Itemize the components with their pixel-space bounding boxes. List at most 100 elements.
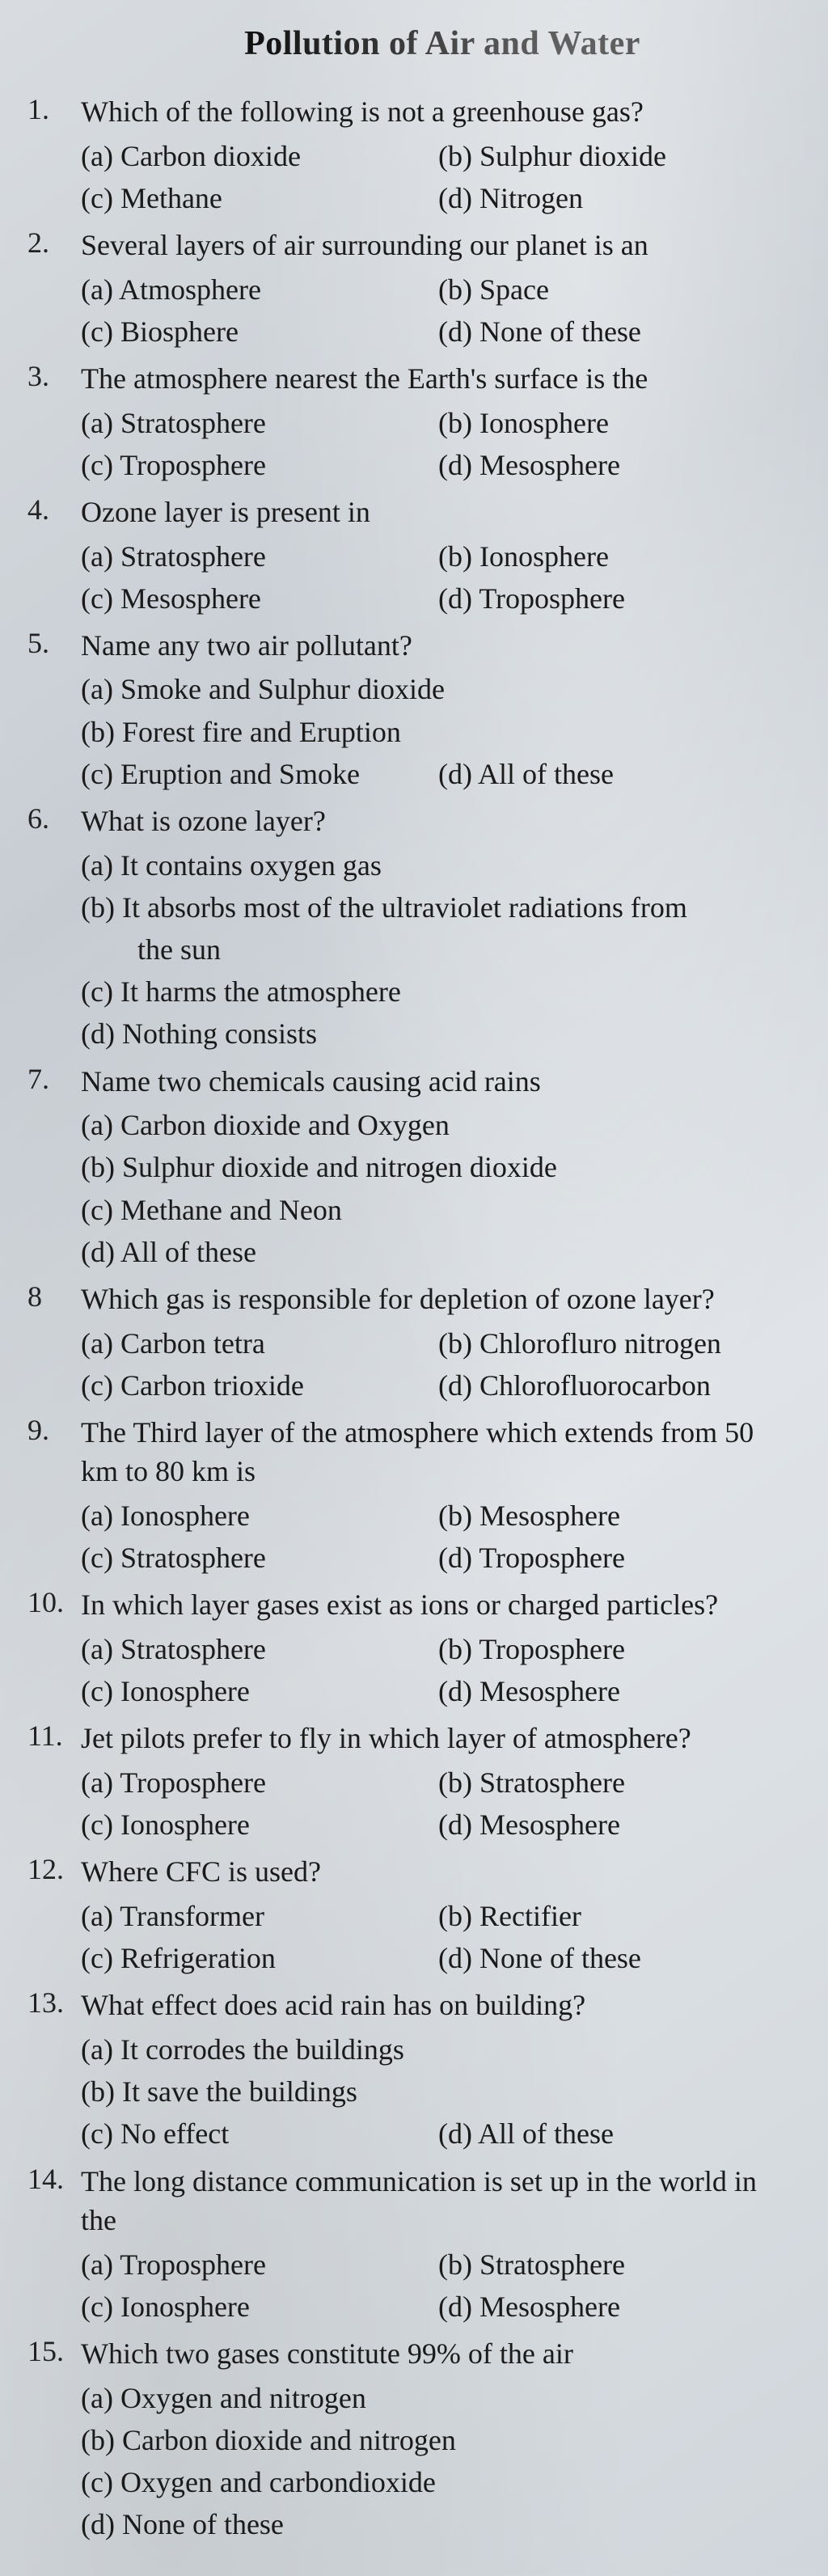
option-b: (b) Rectifier (438, 1895, 796, 1937)
option-d: (d) All of these (438, 2113, 796, 2155)
options: (a) Carbon dioxide(b) Sulphur dioxide(c)… (81, 135, 796, 219)
option-b: (b) Sulphur dioxide (438, 135, 796, 177)
question-text: Ozone layer is present in (81, 493, 796, 532)
options: (a) Carbon tetra(b) Chlorofluro nitrogen… (81, 1322, 796, 1406)
option-a: (a) Stratosphere (81, 535, 438, 577)
question-number: 11. (24, 1719, 81, 1753)
option-b: (b) It absorbs most of the ultraviolet r… (81, 886, 796, 928)
question-text: Several layers of air surrounding our pl… (81, 226, 796, 265)
options: (a) Troposphere(b) Stratosphere(c) Ionos… (81, 2244, 796, 2328)
question-number: 2. (24, 226, 81, 260)
option-b: (b) Mesosphere (438, 1495, 796, 1537)
question-number: 9. (24, 1413, 81, 1447)
option-b: (b) Forest fire and Eruption (81, 711, 796, 753)
option-b: (b) Stratosphere (438, 2244, 796, 2286)
question-number: 13. (24, 1986, 81, 2020)
question-number: 7. (24, 1062, 81, 1096)
question-block: 2.Several layers of air surrounding our … (24, 226, 796, 353)
option-b: (b) Carbon dioxide and nitrogen (81, 2419, 796, 2461)
question-text: Name two chemicals causing acid rains (81, 1062, 796, 1102)
option-b: (b) Space (438, 269, 796, 311)
option-a: (a) Stratosphere (81, 1628, 438, 1670)
question-block: 3.The atmosphere nearest the Earth's sur… (24, 359, 796, 486)
option-b-cont: the sun (81, 928, 796, 971)
options: (a) Smoke and Sulphur dioxide(b) Forest … (81, 668, 796, 795)
option-b: (b) Ionosphere (438, 535, 796, 577)
question-block: 6.What is ozone layer?(a) It contains ox… (24, 802, 796, 1055)
option-b: (b) It save the buildings (81, 2071, 796, 2113)
question-number: 5. (24, 626, 81, 660)
question-block: 10.In which layer gases exist as ions or… (24, 1585, 796, 1712)
option-d: (d) Nothing consists (81, 1013, 796, 1055)
option-d: (d) Nitrogen (438, 177, 796, 219)
question-block: 11.Jet pilots prefer to fly in which lay… (24, 1719, 796, 1846)
options: (a) Ionosphere(b) Mesosphere(c) Stratosp… (81, 1495, 796, 1579)
options: (a) Oxygen and nitrogen(b) Carbon dioxid… (81, 2377, 796, 2546)
options: (a) Carbon dioxide and Oxygen(b) Sulphur… (81, 1104, 796, 1273)
option-c: (c) Ionosphere (81, 2286, 438, 2328)
question-number: 3. (24, 359, 81, 393)
question-row: 10.In which layer gases exist as ions or… (24, 1585, 796, 1625)
options: (a) Stratosphere(b) Ionosphere(c) Tropos… (81, 402, 796, 486)
option-a: (a) Transformer (81, 1895, 438, 1937)
option-d: (d) Troposphere (438, 1537, 796, 1579)
question-row: 15.Which two gases constitute 99% of the… (24, 2334, 796, 2374)
question-row: 5.Name any two air pollutant? (24, 626, 796, 666)
question-number: 8 (24, 1280, 81, 1313)
question-block: 15.Which two gases constitute 99% of the… (24, 2334, 796, 2545)
question-number: 6. (24, 802, 81, 835)
option-a: (a) It contains oxygen gas (81, 844, 796, 886)
question-block: 8Which gas is responsible for depletion … (24, 1280, 796, 1406)
question-number: 1. (24, 92, 81, 126)
option-b: (b) Troposphere (438, 1628, 796, 1670)
option-b: (b) Ionosphere (438, 402, 796, 444)
question-number: 12. (24, 1852, 81, 1886)
option-b: (b) Chlorofluro nitrogen (438, 1322, 796, 1364)
option-d: (d) Mesosphere (438, 444, 796, 486)
question-number: 10. (24, 1585, 81, 1619)
option-d: (d) Mesosphere (438, 1670, 796, 1712)
option-c: (c) Ionosphere (81, 1804, 438, 1846)
question-text: The atmosphere nearest the Earth's surfa… (81, 359, 796, 399)
option-b: (b) Sulphur dioxide and nitrogen dioxide (81, 1146, 796, 1188)
option-c: (c) Stratosphere (81, 1537, 438, 1579)
question-row: 14.The long distance communication is se… (24, 2162, 796, 2240)
option-a: (a) It corrodes the buildings (81, 2028, 796, 2071)
option-a: (a) Carbon dioxide (81, 135, 438, 177)
question-row: 11.Jet pilots prefer to fly in which lay… (24, 1719, 796, 1758)
question-text: Which of the following is not a greenhou… (81, 92, 796, 132)
question-block: 13.What effect does acid rain has on bui… (24, 1986, 796, 2155)
option-b: (b) Stratosphere (438, 1762, 796, 1804)
option-c: (c) Eruption and Smoke (81, 753, 438, 795)
question-row: 3.The atmosphere nearest the Earth's sur… (24, 359, 796, 399)
question-block: 5.Name any two air pollutant?(a) Smoke a… (24, 626, 796, 795)
option-a: (a) Ionosphere (81, 1495, 438, 1537)
option-d: (d) Troposphere (438, 577, 796, 620)
option-d: (d) Chlorofluorocarbon (438, 1364, 796, 1406)
question-block: 9.The Third layer of the atmosphere whic… (24, 1413, 796, 1580)
question-block: 14.The long distance communication is se… (24, 2162, 796, 2329)
question-text: What is ozone layer? (81, 802, 796, 841)
options: (a) Stratosphere(b) Ionosphere(c) Mesosp… (81, 535, 796, 620)
option-a: (a) Carbon dioxide and Oxygen (81, 1104, 796, 1146)
question-row: 8Which gas is responsible for depletion … (24, 1280, 796, 1319)
option-c: (c) No effect (81, 2113, 438, 2155)
question-text: Jet pilots prefer to fly in which layer … (81, 1719, 796, 1758)
options: (a) Atmosphere(b) Space(c) Biosphere(d) … (81, 269, 796, 353)
option-d: (d) None of these (81, 2503, 796, 2545)
question-text: In which layer gases exist as ions or ch… (81, 1585, 796, 1625)
option-d: (d) None of these (438, 311, 796, 353)
option-a: (a) Atmosphere (81, 269, 438, 311)
option-d: (d) All of these (438, 753, 796, 795)
options: (a) It corrodes the buildings(b) It save… (81, 2028, 796, 2155)
option-a: (a) Troposphere (81, 2244, 438, 2286)
question-row: 13.What effect does acid rain has on bui… (24, 1986, 796, 2025)
question-text: Which gas is responsible for depletion o… (81, 1280, 796, 1319)
question-text: The Third layer of the atmosphere which … (81, 1413, 796, 1491)
question-row: 6.What is ozone layer? (24, 802, 796, 841)
option-c: (c) Carbon trioxide (81, 1364, 438, 1406)
option-c: (c) Methane (81, 177, 438, 219)
question-block: 12.Where CFC is used?(a) Transformer(b) … (24, 1852, 796, 1979)
question-block: 4.Ozone layer is present in(a) Stratosph… (24, 493, 796, 620)
option-c: (c) Oxygen and carbondioxide (81, 2461, 796, 2503)
